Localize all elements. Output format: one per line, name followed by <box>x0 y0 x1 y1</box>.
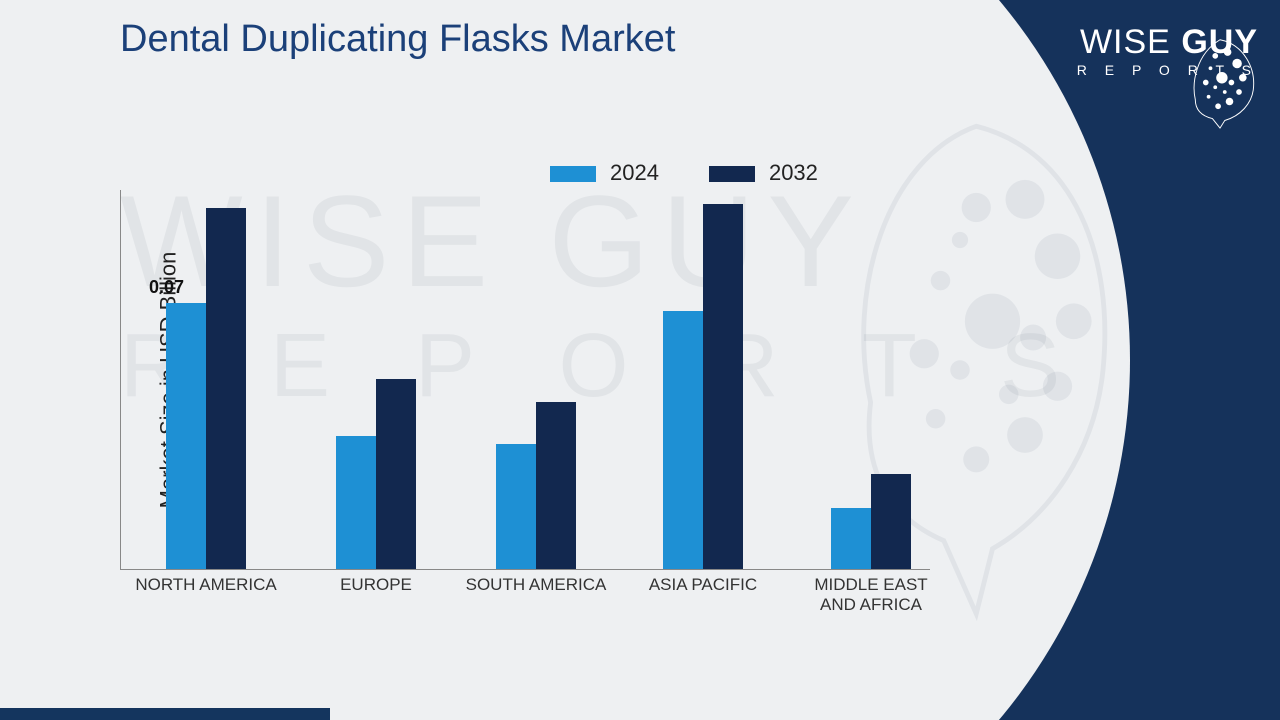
chart-area: Market Size in USD Billion NORTH AMERICA… <box>100 190 930 570</box>
category-label: SOUTH AMERICA <box>461 575 611 595</box>
bar-v2032 <box>206 208 246 569</box>
bar-group: SOUTH AMERICA <box>471 402 601 569</box>
legend-label-2024: 2024 <box>610 160 659 185</box>
brand-main-a: WISE <box>1080 23 1171 61</box>
brand-sub: R E P O R T S <box>1077 63 1258 77</box>
brand-logo: WISE GUY R E P O R T S <box>1077 25 1258 77</box>
bar-v2024 <box>831 508 871 569</box>
category-label: EUROPE <box>301 575 451 595</box>
legend-swatch-2032 <box>709 166 755 182</box>
legend-item-2032: 2032 <box>709 160 818 186</box>
category-label: NORTH AMERICA <box>131 575 281 595</box>
legend-label-2032: 2032 <box>769 160 818 185</box>
legend-swatch-2024 <box>550 166 596 182</box>
bar-v2024 <box>166 303 206 569</box>
right-panel <box>970 0 1280 720</box>
bottom-accent-bar <box>0 708 330 720</box>
bar-v2032 <box>871 474 911 569</box>
plot-area: NORTH AMERICA0.07 EUROPESOUTH AMERICA ASIA… <box>120 190 930 570</box>
value-label: 0.07 <box>149 277 184 298</box>
category-label: ASIA PACIFIC <box>628 575 778 595</box>
bar-group: NORTH AMERICA0.07 <box>141 208 271 569</box>
bar-v2032 <box>703 204 743 569</box>
bar-v2032 <box>376 379 416 569</box>
category-label: MIDDLE EAST AND AFRICA <box>796 575 946 614</box>
brand-main-b: GUY <box>1181 23 1258 61</box>
bar-group: ASIA PACIFIC <box>638 204 768 569</box>
bar-group: EUROPE <box>311 379 441 569</box>
bar-v2024 <box>663 311 703 569</box>
chart-title: Dental Duplicating Flasks Market <box>120 18 675 61</box>
bar-v2024 <box>336 436 376 569</box>
bar-v2024 <box>496 444 536 569</box>
bar-group: MIDDLE EAST AND AFRICA <box>806 474 936 569</box>
legend-item-2024: 2024 <box>550 160 659 186</box>
bar-v2032 <box>536 402 576 569</box>
legend: 2024 2032 <box>550 160 818 186</box>
